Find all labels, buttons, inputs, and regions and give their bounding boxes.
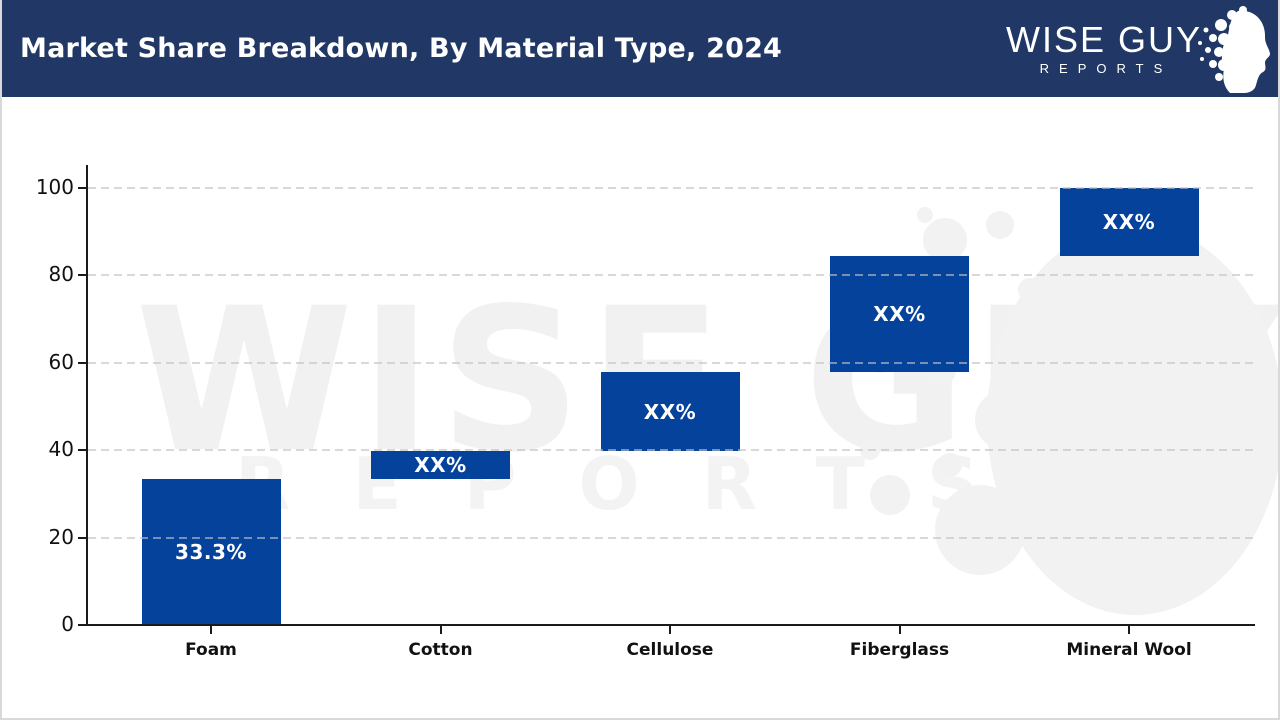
x-axis-label-cotton: Cotton bbox=[408, 640, 473, 660]
logo-subtitle: REPORTS bbox=[1039, 60, 1173, 76]
bar-cellulose: XX% bbox=[600, 371, 740, 452]
wiseguy-logo: WISE GUY REPORTS bbox=[1006, 5, 1280, 93]
gridline-100 bbox=[88, 186, 1253, 189]
x-tick-mark-fiberglass bbox=[898, 626, 901, 634]
y-tick-mark-0 bbox=[78, 624, 86, 626]
gridline-60 bbox=[88, 361, 1253, 364]
logo-wordmark: WISE GUY bbox=[1005, 18, 1202, 60]
page-title: Market Share Breakdown, By Material Type… bbox=[20, 33, 783, 64]
x-axis-label-foam: Foam bbox=[185, 640, 237, 660]
y-tick-mark-80 bbox=[78, 274, 86, 276]
x-axis-line bbox=[86, 624, 1255, 626]
x-tick-mark-cellulose bbox=[669, 626, 671, 634]
x-tick-mark-mineral-wool bbox=[1128, 626, 1130, 634]
bar-value-label: XX% bbox=[1102, 209, 1156, 234]
x-axis-label-cellulose: Cellulose bbox=[626, 640, 714, 660]
wiseguy-head-icon bbox=[1198, 5, 1270, 93]
gridline-80 bbox=[88, 274, 1253, 276]
y-axis-line bbox=[86, 165, 88, 626]
bar-value-label: XX% bbox=[414, 453, 467, 478]
y-axis-tick-label: 100 bbox=[35, 174, 74, 199]
gridline-40 bbox=[88, 449, 1253, 451]
logo-text: WISE GUY REPORTS bbox=[1005, 18, 1202, 76]
x-tick-mark-foam bbox=[210, 626, 212, 634]
bar-foam: 33.3% bbox=[141, 479, 281, 625]
gridline-20 bbox=[88, 536, 1253, 539]
watermark-subtitle: REPORTS bbox=[235, 442, 1041, 526]
bar-value-label: XX% bbox=[643, 399, 697, 424]
header: Market Share Breakdown, By Material Type… bbox=[0, 0, 1280, 97]
bar-mineral-wool: XX% bbox=[1059, 187, 1199, 256]
y-axis-tick-label: 40 bbox=[48, 437, 74, 461]
y-tick-mark-100 bbox=[78, 186, 86, 189]
bar-value-label: 33.3% bbox=[175, 540, 247, 565]
y-axis-tick-label: 80 bbox=[48, 262, 74, 286]
bar-value-label: XX% bbox=[873, 301, 926, 326]
y-tick-mark-40 bbox=[78, 449, 86, 451]
x-axis-label-fiberglass: Fiberglass bbox=[849, 640, 950, 660]
y-axis-tick-label: 0 bbox=[61, 612, 74, 636]
y-axis-tick-label: 20 bbox=[48, 524, 74, 549]
x-axis-label-mineral-wool: Mineral Wool bbox=[1066, 640, 1192, 660]
y-tick-mark-20 bbox=[78, 536, 86, 539]
y-axis-tick-label: 60 bbox=[48, 349, 74, 374]
y-tick-mark-60 bbox=[78, 361, 86, 364]
bar-cotton: XX% bbox=[371, 451, 510, 480]
x-tick-mark-cotton bbox=[439, 626, 442, 634]
